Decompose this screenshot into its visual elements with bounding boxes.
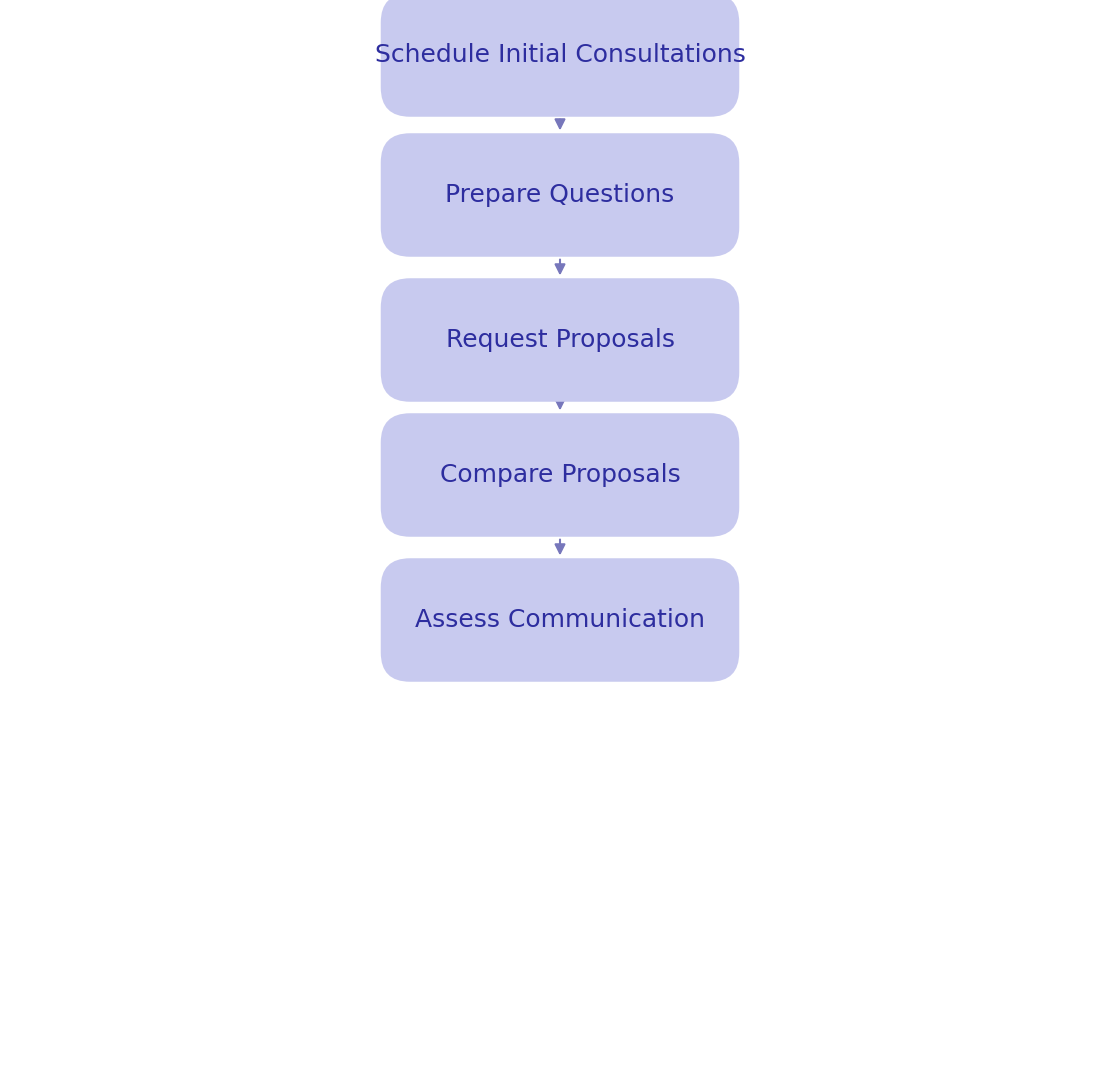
FancyBboxPatch shape	[381, 0, 739, 117]
Text: Compare Proposals: Compare Proposals	[440, 464, 680, 487]
FancyBboxPatch shape	[381, 278, 739, 402]
Text: Schedule Initial Consultations: Schedule Initial Consultations	[374, 43, 746, 67]
Text: Assess Communication: Assess Communication	[416, 608, 704, 632]
FancyBboxPatch shape	[381, 133, 739, 257]
FancyBboxPatch shape	[381, 414, 739, 537]
Text: Request Proposals: Request Proposals	[446, 328, 674, 352]
FancyBboxPatch shape	[381, 558, 739, 682]
Text: Prepare Questions: Prepare Questions	[446, 183, 674, 207]
